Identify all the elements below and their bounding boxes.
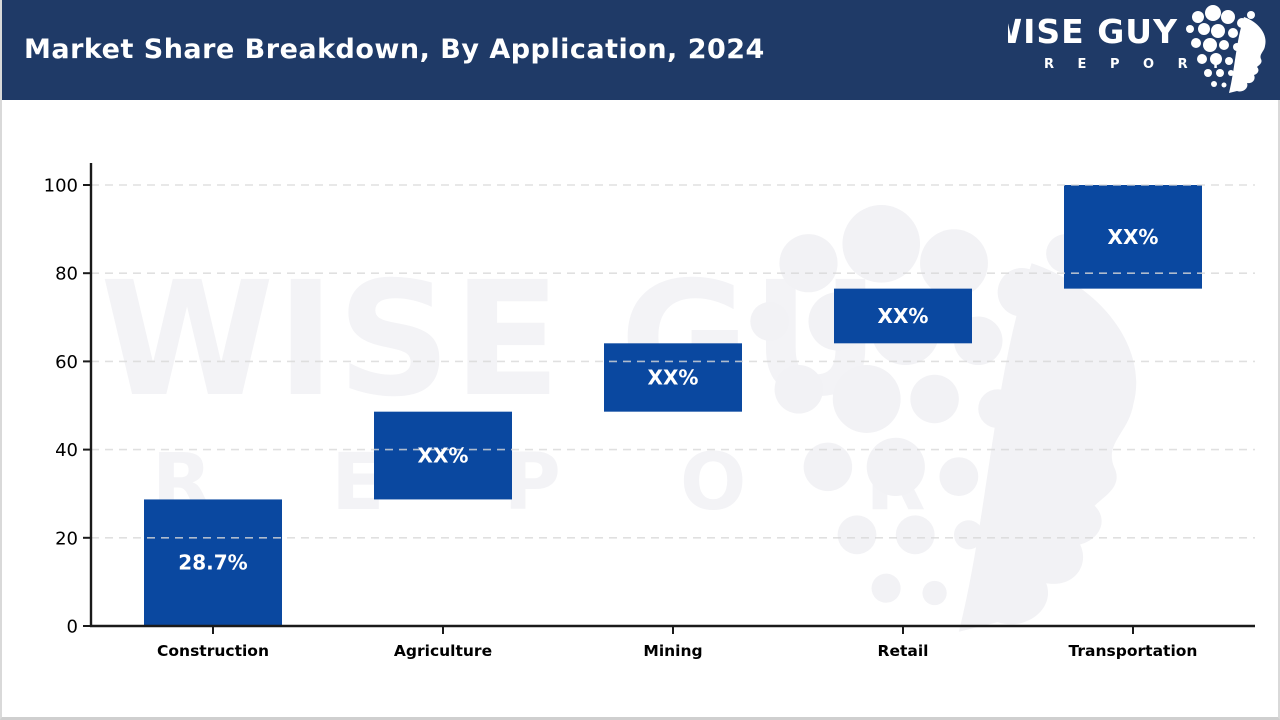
y-tick-label-0: 0: [67, 617, 78, 638]
x-tick-label-construction: Construction: [157, 642, 269, 660]
bar-retail: [834, 288, 972, 344]
watermark-text-line1: WISE GU: [100, 248, 882, 432]
x-tick-label-mining: Mining: [643, 642, 702, 660]
bar-transportation: [1064, 185, 1202, 289]
logo-line1: WISE GUY: [1008, 12, 1178, 51]
y-tick-label-40: 40: [55, 440, 78, 461]
x-tick-label-transportation: Transportation: [1069, 642, 1198, 660]
y-tick-label-80: 80: [55, 264, 78, 285]
header-banner: Market Share Breakdown, By Application, …: [2, 0, 1280, 100]
y-tick-label-100: 100: [44, 176, 78, 197]
chart-region: WISE GU R E P O R T 0 20 40 60 80 100 Construc…: [2, 100, 1280, 720]
waterfall-chart: 0 20 40 60 80 100 Construction 28.7% Agriculture…: [44, 163, 1255, 660]
bar-label-agriculture: XX%: [418, 444, 469, 468]
bar-label-retail: XX%: [878, 304, 929, 328]
y-tick-label-20: 20: [55, 528, 78, 549]
bar-label-mining: XX%: [648, 365, 699, 389]
bar-agriculture: [374, 411, 512, 500]
wise-guy-logo: WISE GUY R E P O R T S: [1008, 5, 1266, 93]
bar-construction: [144, 499, 282, 626]
x-tick-label-agriculture: Agriculture: [394, 642, 492, 660]
bar-mining: [604, 343, 742, 412]
bar-label-transportation: XX%: [1108, 225, 1159, 249]
bar-label-construction: 28.7%: [178, 551, 247, 575]
y-tick-label-60: 60: [55, 352, 78, 373]
page-title: Market Share Breakdown, By Application, …: [24, 34, 765, 65]
x-tick-label-retail: Retail: [878, 642, 929, 660]
watermark-text-line2: R E P O R T: [152, 438, 1144, 528]
